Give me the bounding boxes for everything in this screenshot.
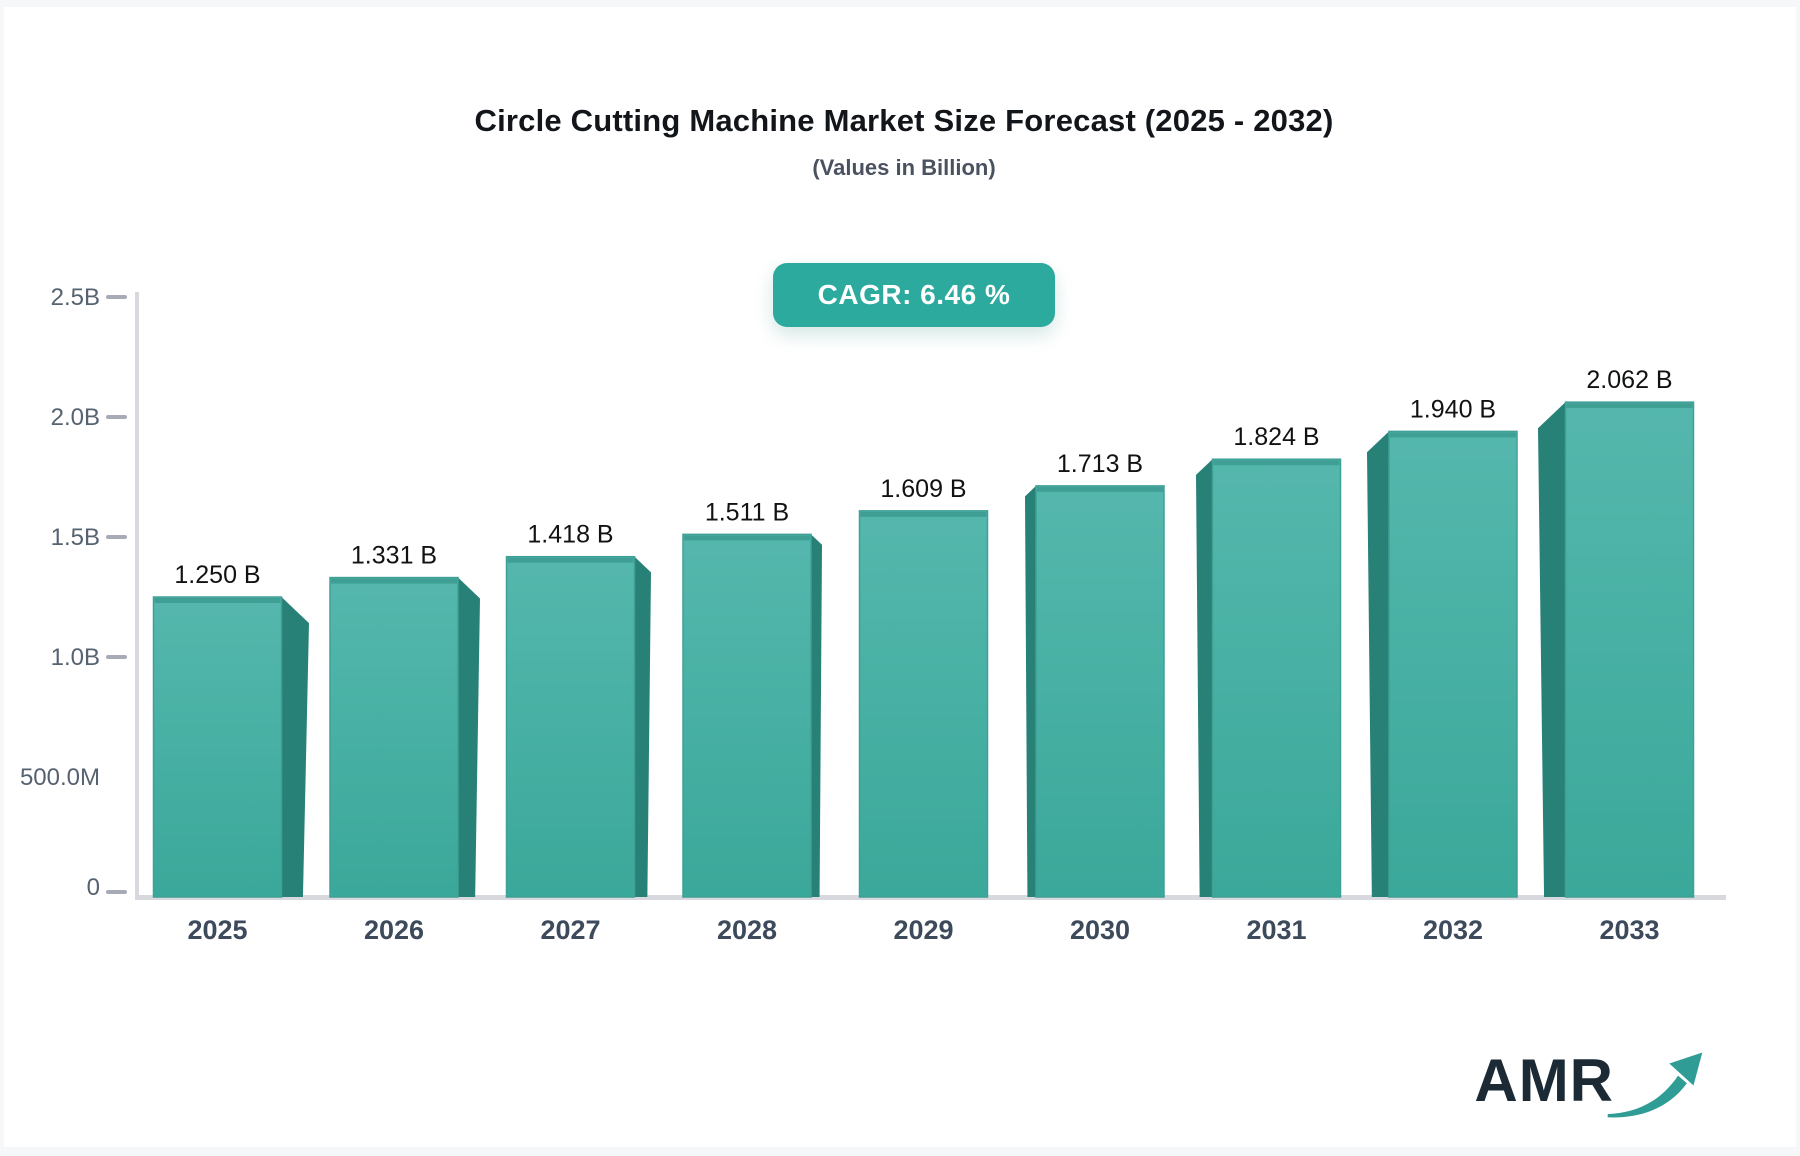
y-axis-tick bbox=[106, 295, 127, 299]
y-axis-tick-label: 1.0B bbox=[51, 644, 100, 671]
amr-logo-text: AMR bbox=[1474, 1047, 1614, 1114]
bar-2030 bbox=[1035, 485, 1165, 898]
y-axis-tick-label: 1.5B bbox=[51, 524, 100, 551]
bar-side-face bbox=[1538, 402, 1566, 897]
y-axis-tick-label: 0 bbox=[87, 874, 100, 901]
bar-side-face bbox=[281, 597, 309, 897]
y-axis-tick bbox=[106, 415, 127, 419]
chart-title: Circle Cutting Machine Market Size Forec… bbox=[474, 103, 1334, 138]
bar-value-label: 1.824 B bbox=[1233, 423, 1319, 451]
bar-top-edge bbox=[331, 578, 457, 584]
bar-side-face bbox=[458, 577, 480, 897]
bar-value-label: 1.331 B bbox=[351, 542, 437, 570]
cagr-badge: CAGR: 6.46 % bbox=[773, 263, 1055, 327]
bar-value-label: 1.940 B bbox=[1410, 395, 1496, 423]
bar-side-face bbox=[811, 534, 822, 897]
growth-arrow-icon bbox=[1607, 1052, 1703, 1118]
bar-side-face bbox=[1025, 485, 1036, 897]
x-axis-label: 2033 bbox=[1599, 915, 1659, 945]
amr-logo: AMR bbox=[1474, 1041, 1710, 1121]
x-axis-label: 2025 bbox=[187, 915, 247, 945]
bar-2032 bbox=[1388, 430, 1518, 898]
y-axis-line bbox=[135, 292, 139, 899]
bar-2033 bbox=[1564, 401, 1695, 898]
x-axis-label: 2028 bbox=[717, 915, 777, 945]
bar-top-edge bbox=[1390, 432, 1516, 438]
bar-value-label: 1.609 B bbox=[880, 475, 966, 503]
bar-top-edge bbox=[1037, 486, 1163, 492]
x-axis-label: 2027 bbox=[540, 915, 600, 945]
x-axis-label: 2026 bbox=[364, 915, 424, 945]
y-axis-tick bbox=[106, 535, 127, 539]
bar-2026 bbox=[329, 576, 459, 898]
x-axis-label: 2030 bbox=[1070, 915, 1130, 945]
bar-top-edge bbox=[684, 535, 810, 541]
bar-top-edge bbox=[1566, 403, 1693, 409]
bar-2029 bbox=[858, 510, 989, 898]
chart-subtitle: (Values in Billion) bbox=[812, 155, 996, 180]
bar-side-face bbox=[1367, 431, 1389, 897]
x-axis-label: 2031 bbox=[1246, 915, 1306, 945]
bar-top-edge bbox=[860, 511, 987, 517]
bar-chart: 2.5B 2.0B 1.5B 1.0B 500.0M 0 1.250 B 2025 1.331 … bbox=[4, 7, 1800, 1156]
bar-2028 bbox=[682, 533, 812, 898]
y-axis-tick bbox=[106, 655, 127, 659]
bar-2031 bbox=[1211, 458, 1342, 898]
bar-chart-svg: 2.5B 2.0B 1.5B 1.0B 500.0M 0 1.250 B 2025 1.331 … bbox=[20, 284, 1726, 945]
x-axis-label: 2032 bbox=[1423, 915, 1483, 945]
bar-value-label: 1.250 B bbox=[174, 561, 260, 589]
bar-value-label: 1.713 B bbox=[1057, 450, 1143, 478]
bar-value-label: 1.418 B bbox=[527, 521, 613, 549]
bar-value-label: 1.511 B bbox=[705, 498, 789, 526]
bar-top-edge bbox=[1213, 460, 1340, 466]
y-axis-tick bbox=[106, 890, 127, 894]
bar-2027 bbox=[505, 555, 636, 898]
chart-card: Circle Cutting Machine Market Size Forec… bbox=[4, 7, 1796, 1147]
y-axis-tick-label: 2.5B bbox=[51, 284, 100, 311]
y-axis-tick-label: 2.0B bbox=[51, 404, 100, 431]
bar-side-face bbox=[634, 556, 651, 897]
bar-value-label: 2.062 B bbox=[1586, 366, 1672, 394]
bar-top-edge bbox=[507, 557, 634, 563]
bar-side-face bbox=[1196, 459, 1213, 897]
bar-top-edge bbox=[154, 598, 281, 603]
x-axis-label: 2029 bbox=[893, 915, 953, 945]
bar-2025 bbox=[152, 596, 283, 898]
y-axis-tick-label: 500.0M bbox=[20, 764, 100, 791]
